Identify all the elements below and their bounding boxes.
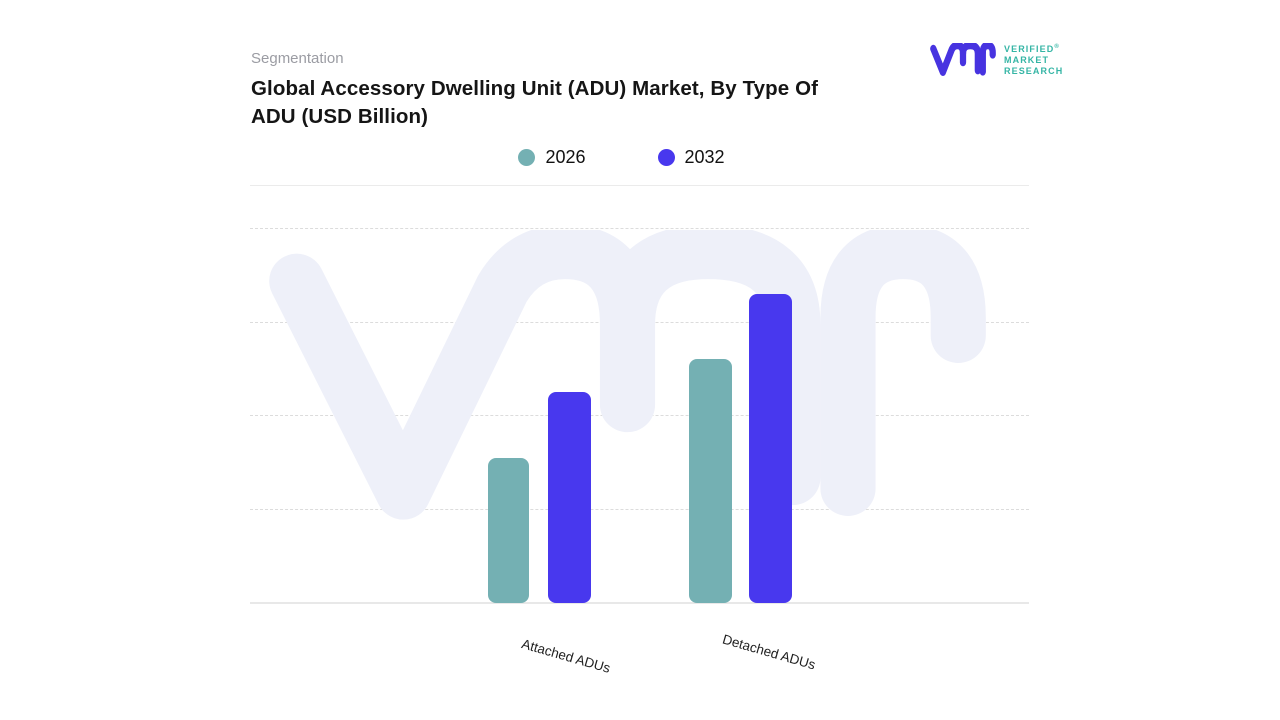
vmr-logo: VERIFIED® MARKET RESEARCH bbox=[930, 42, 1063, 77]
logo-word-research: RESEARCH bbox=[1004, 66, 1064, 76]
bar-detached-2026 bbox=[689, 359, 732, 603]
plot-area bbox=[250, 228, 1029, 604]
vmr-monogram-icon bbox=[930, 42, 996, 76]
chart-title: Global Accessory Dwelling Unit (ADU) Mar… bbox=[251, 75, 818, 131]
x-axis-label-attached: Attached ADUs bbox=[519, 636, 613, 676]
header-separator bbox=[250, 185, 1029, 186]
gridline bbox=[250, 509, 1029, 510]
logo-word-market: MARKET bbox=[1004, 55, 1050, 65]
x-axis-label-detached: Detached ADUs bbox=[720, 631, 818, 673]
bar-attached-2026 bbox=[488, 457, 529, 603]
eyebrow-label: Segmentation bbox=[251, 50, 344, 67]
chart-legend: 2026 2032 bbox=[250, 147, 1029, 168]
legend-label-2032: 2032 bbox=[684, 147, 725, 167]
vmr-watermark-icon bbox=[269, 230, 986, 520]
chart-title-line1: Global Accessory Dwelling Unit (ADU) Mar… bbox=[251, 77, 819, 100]
chart-title-line2: ADU (USD Billion) bbox=[251, 105, 429, 128]
registered-mark: ® bbox=[1054, 44, 1059, 50]
gridline bbox=[250, 228, 1029, 229]
legend-item-2026[interactable]: 2026 bbox=[518, 147, 586, 168]
legend-label-2026: 2026 bbox=[545, 147, 586, 167]
bar-attached-2032 bbox=[548, 392, 591, 603]
logo-word-verified: VERIFIED bbox=[1004, 44, 1055, 54]
legend-item-2032[interactable]: 2032 bbox=[657, 147, 725, 168]
legend-dot-2026 bbox=[518, 149, 536, 166]
legend-dot-2032 bbox=[657, 149, 675, 166]
x-axis-line bbox=[250, 602, 1029, 604]
bar-detached-2032 bbox=[749, 293, 792, 603]
vmr-logo-text: VERIFIED® MARKET RESEARCH bbox=[1004, 42, 1063, 77]
chart-header: Segmentation Global Accessory Dwelling U… bbox=[251, 50, 818, 131]
